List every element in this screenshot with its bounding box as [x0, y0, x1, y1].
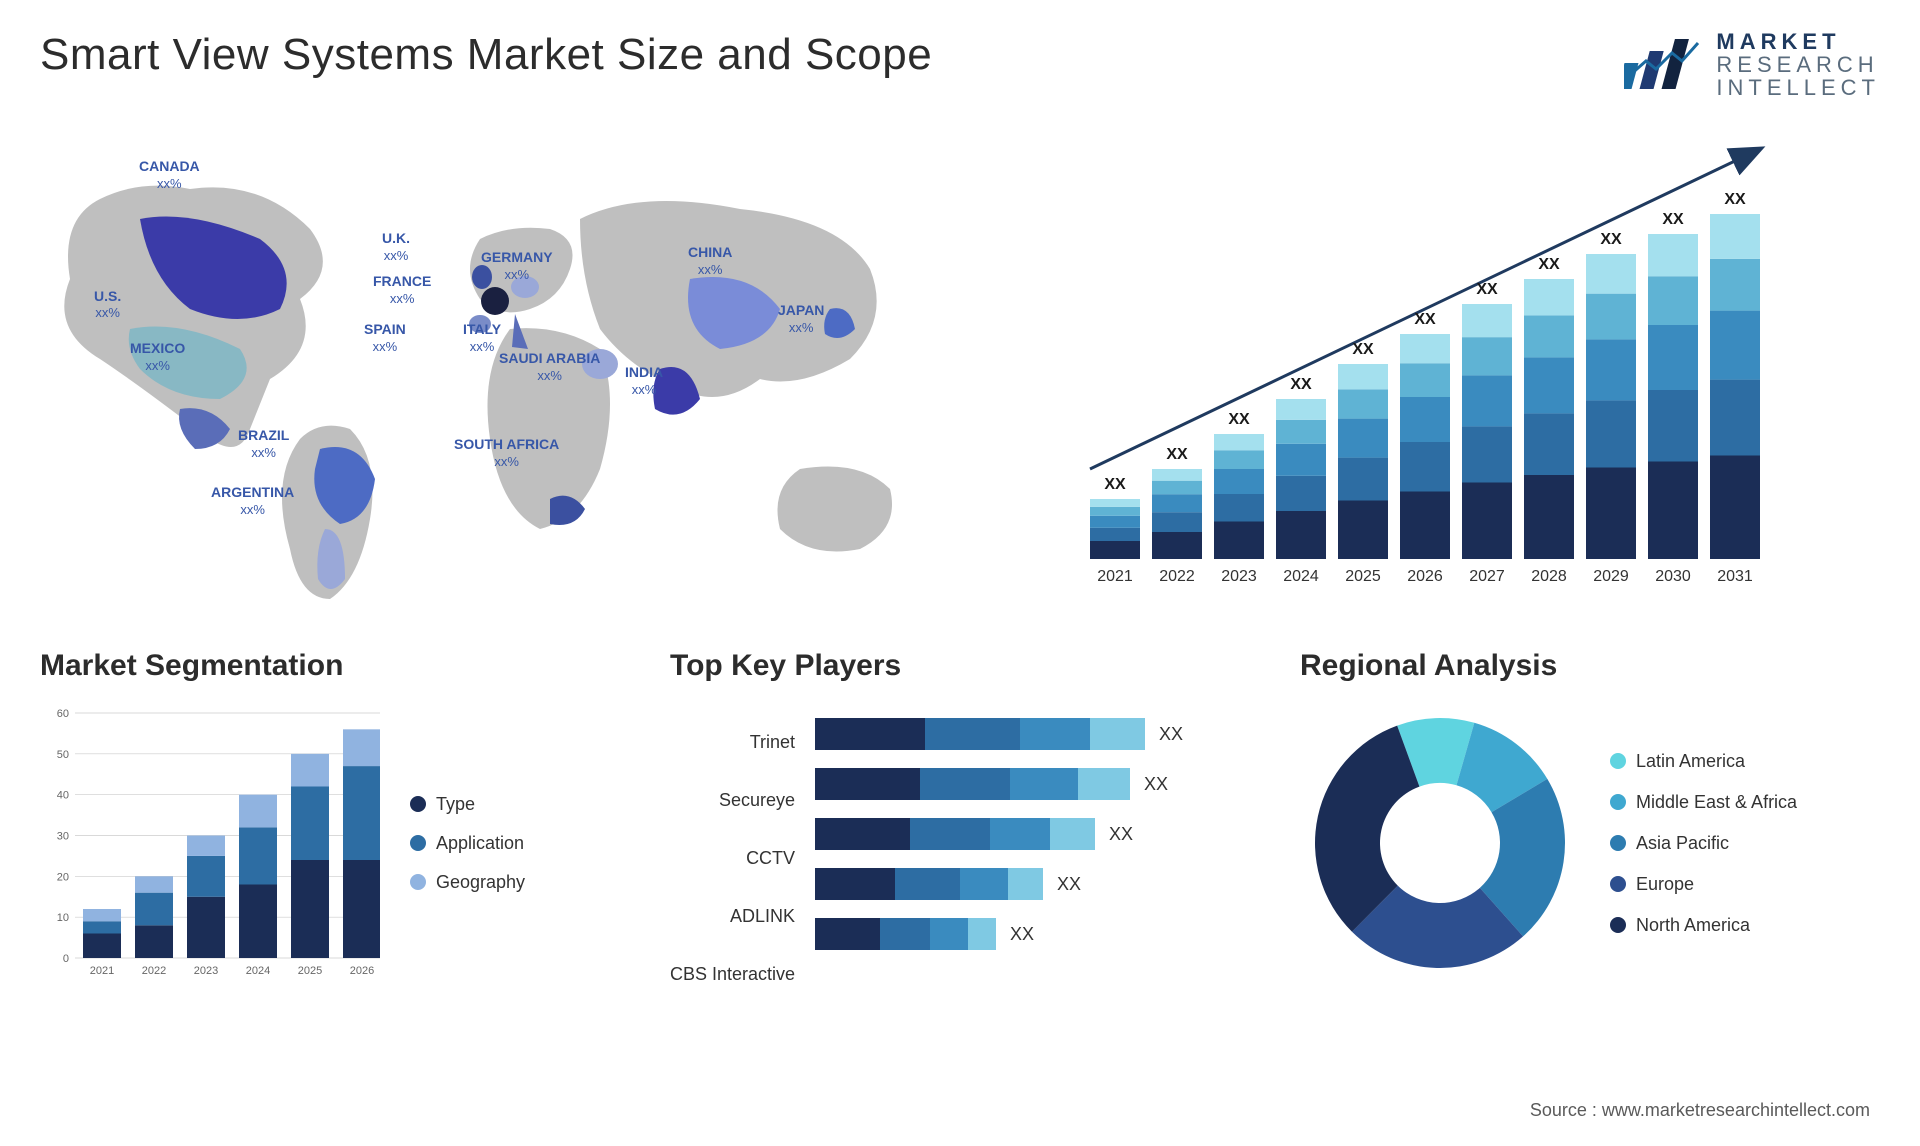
legend-swatch [410, 874, 426, 890]
legend-item: North America [1610, 915, 1797, 936]
world-map [40, 129, 940, 609]
svg-text:2026: 2026 [1407, 568, 1443, 585]
players-chart: XX XX XX XX XX [815, 703, 1235, 1003]
world-map-panel: CANADAxx%U.S.xx%MEXICOxx%BRAZILxx%ARGENT… [40, 129, 940, 609]
svg-text:XX: XX [1228, 411, 1250, 428]
regional-legend: Latin America Middle East & Africa Asia Pa… [1610, 751, 1797, 936]
svg-text:2023: 2023 [1221, 568, 1257, 585]
player-label: CBS Interactive [670, 949, 795, 999]
svg-text:2026: 2026 [350, 965, 374, 977]
logo-icon [1624, 35, 1704, 95]
svg-text:XX: XX [1144, 774, 1168, 794]
svg-text:2022: 2022 [1159, 568, 1195, 585]
growth-chart-panel: XX 2021 XX 2022 XX 2023 XX 2024 XX 2025 XX 2026 XX 20… [980, 129, 1880, 609]
growth-chart: XX 2021 XX 2022 XX 2023 XX 2024 XX 2025 XX 2026 XX 20… [980, 129, 1880, 609]
player-label: Trinet [670, 717, 795, 767]
segmentation-panel: Market Segmentation 0 10 20 30 40 50 60 2021 202… [40, 649, 620, 1003]
svg-text:2030: 2030 [1655, 568, 1691, 585]
regional-title: Regional Analysis [1300, 649, 1880, 683]
players-panel: Top Key Players Trinet Secureye CCTV ADLINK… [670, 649, 1250, 1003]
segmentation-legend: Type Application Geography [410, 703, 525, 983]
svg-text:2022: 2022 [142, 965, 166, 977]
logo-text-1: MARKET [1716, 30, 1880, 53]
segmentation-chart: 0 10 20 30 40 50 60 2021 2022 2023 2024 2025 2026 [40, 703, 380, 983]
legend-label: Middle East & Africa [1636, 792, 1797, 813]
logo-text-3: INTELLECT [1716, 76, 1880, 99]
legend-item: Europe [1610, 874, 1797, 895]
brand-logo: MARKET RESEARCH INTELLECT [1624, 30, 1880, 99]
svg-text:2024: 2024 [1283, 568, 1319, 585]
svg-text:XX: XX [1104, 476, 1126, 493]
player-label: CCTV [670, 833, 795, 883]
svg-text:XX: XX [1166, 446, 1188, 463]
player-label: ADLINK [670, 891, 795, 941]
player-label: Secureye [670, 775, 795, 825]
legend-item: Asia Pacific [1610, 833, 1797, 854]
legend-label: Europe [1636, 874, 1694, 895]
svg-text:30: 30 [57, 831, 69, 843]
source-attribution: Source : www.marketresearchintellect.com [1530, 1100, 1870, 1121]
legend-label: Latin America [1636, 751, 1745, 772]
svg-text:XX: XX [1352, 341, 1374, 358]
svg-text:0: 0 [63, 953, 69, 965]
svg-text:2028: 2028 [1531, 568, 1567, 585]
svg-text:XX: XX [1476, 281, 1498, 298]
svg-text:10: 10 [57, 912, 69, 924]
legend-item: Type [410, 794, 525, 815]
svg-text:2024: 2024 [246, 965, 270, 977]
legend-item: Application [410, 833, 525, 854]
svg-text:50: 50 [57, 749, 69, 761]
legend-item: Latin America [1610, 751, 1797, 772]
legend-label: Type [436, 794, 475, 815]
legend-label: Geography [436, 872, 525, 893]
page-title: Smart View Systems Market Size and Scope [40, 30, 932, 80]
svg-text:2021: 2021 [90, 965, 114, 977]
legend-swatch [1610, 876, 1626, 892]
svg-text:2025: 2025 [1345, 568, 1381, 585]
legend-swatch [1610, 917, 1626, 933]
svg-text:2031: 2031 [1717, 568, 1753, 585]
svg-text:XX: XX [1600, 231, 1622, 248]
svg-text:60: 60 [57, 708, 69, 720]
legend-label: Application [436, 833, 524, 854]
players-labels: Trinet Secureye CCTV ADLINK CBS Interactive [670, 703, 795, 1003]
svg-text:2027: 2027 [1469, 568, 1505, 585]
svg-text:XX: XX [1010, 924, 1034, 944]
svg-text:XX: XX [1414, 311, 1436, 328]
legend-label: Asia Pacific [1636, 833, 1729, 854]
regional-donut [1300, 703, 1580, 983]
svg-text:2021: 2021 [1097, 568, 1133, 585]
legend-swatch [410, 796, 426, 812]
svg-text:40: 40 [57, 790, 69, 802]
legend-label: North America [1636, 915, 1750, 936]
legend-swatch [1610, 835, 1626, 851]
svg-text:2025: 2025 [298, 965, 322, 977]
legend-item: Middle East & Africa [1610, 792, 1797, 813]
svg-text:XX: XX [1057, 874, 1081, 894]
segmentation-title: Market Segmentation [40, 649, 620, 683]
legend-swatch [1610, 753, 1626, 769]
players-title: Top Key Players [670, 649, 1250, 683]
svg-text:XX: XX [1159, 724, 1183, 744]
svg-text:XX: XX [1662, 211, 1684, 228]
logo-text-2: RESEARCH [1716, 53, 1880, 76]
legend-item: Geography [410, 872, 525, 893]
svg-text:XX: XX [1290, 376, 1312, 393]
svg-text:20: 20 [57, 872, 69, 884]
svg-text:2023: 2023 [194, 965, 218, 977]
regional-panel: Regional Analysis Latin America Middle Ea… [1300, 649, 1880, 1003]
legend-swatch [1610, 794, 1626, 810]
svg-text:XX: XX [1538, 256, 1560, 273]
svg-text:2029: 2029 [1593, 568, 1629, 585]
svg-text:XX: XX [1724, 191, 1746, 208]
svg-text:XX: XX [1109, 824, 1133, 844]
legend-swatch [410, 835, 426, 851]
